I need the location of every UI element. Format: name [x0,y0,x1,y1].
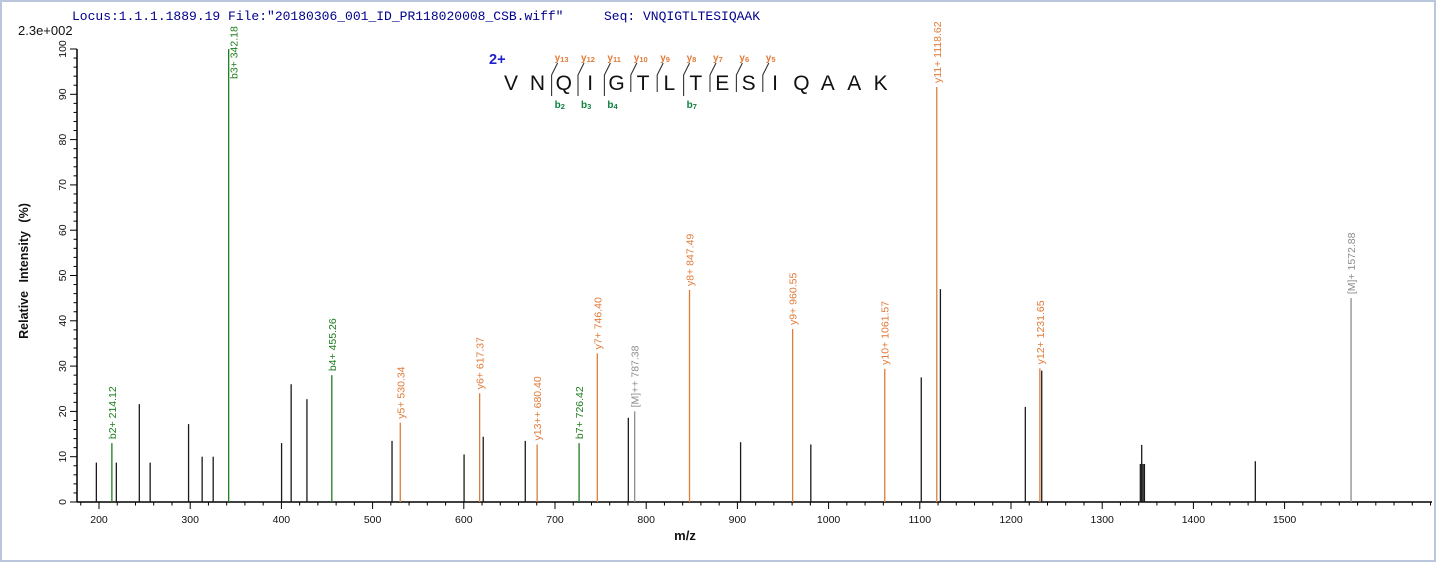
peak-label: y7+ 746.40 [592,297,604,349]
svg-text:1200: 1200 [999,514,1023,526]
cleavage-mark [656,62,664,92]
svg-text:20: 20 [57,405,69,417]
x-axis-ticks: 200 300 400 500 600 700 800 900 1000 1100 1200 1300… [80,502,1432,526]
svg-text:900: 900 [729,514,747,526]
peak-label: y5+ 530.34 [395,366,407,418]
peak-label: [M]++ 787.38 [630,345,642,407]
header-locus-file: Locus:1.1.1.1889.19 File:"20180306_001_I… [72,9,564,24]
svg-text:1500: 1500 [1273,514,1297,526]
cleavage-mark [709,62,717,92]
residue-letter: T [637,72,650,95]
y-axis-ticks: 0 10 20 30 40 50 60 70 80 90 100 [57,40,77,505]
svg-text:90: 90 [57,88,69,100]
peak-label: b3+ 342.18 [229,26,241,79]
peak-label: [M]+ 1572.88 [1346,232,1358,294]
svg-text:800: 800 [637,514,655,526]
residue-letter: G [608,72,624,95]
svg-text:0: 0 [57,499,69,505]
fragment-ion-label: b4 [607,100,618,111]
svg-text:500: 500 [364,514,382,526]
fragment-ion-label: y11 [607,53,621,64]
fragment-ion-label: b7 [687,100,697,111]
cleavage-mark [735,62,743,92]
fragment-ion-label: y10 [634,53,648,64]
svg-text:200: 200 [90,514,108,526]
peak-label: y8+ 847.49 [685,234,697,286]
svg-text:60: 60 [57,224,69,236]
svg-text:1300: 1300 [1091,514,1115,526]
residue-letter: K [874,72,888,95]
peak-label: y10+ 1061.57 [880,301,892,365]
peak-label: y12+ 1231.65 [1035,300,1047,364]
cleavage-mark [630,62,638,92]
cleavage-mark [603,62,611,96]
peak-label: y6+ 617.37 [475,337,487,389]
svg-text:70: 70 [57,179,69,191]
peak-labels: b2+ 214.12 b3+ 342.18 b4+ 455.26 y5+ 530.34… [107,21,1358,440]
axes [76,49,1432,503]
peak-label: y11+ 1118.62 [932,21,944,83]
fragment-ion-label: y12 [581,53,595,64]
cleavage-mark [577,62,585,96]
peaks [95,49,1352,502]
peak-label: b2+ 214.12 [107,386,119,439]
peak-label: b4+ 455.26 [327,318,339,371]
fragment-ion-label: y6 [739,53,749,64]
precursor-charge-label: 2+ [489,52,506,68]
residue-letter: A [847,72,861,95]
residue-letter: L [664,72,676,95]
svg-text:50: 50 [57,270,69,282]
peak-label: b7+ 726.42 [574,386,586,439]
residue-letter: S [742,72,756,95]
svg-text:40: 40 [57,315,69,327]
residue-letter: I [772,72,778,95]
fragment-ion-label: y5 [766,53,776,64]
fragment-ion-label: y8 [687,53,697,64]
svg-text:600: 600 [455,514,473,526]
svg-text:80: 80 [57,134,69,146]
svg-text:30: 30 [57,360,69,372]
residue-letter: Q [556,72,572,95]
peak-label: y9+ 960.55 [788,273,800,325]
svg-text:300: 300 [181,514,199,526]
svg-text:1000: 1000 [817,514,841,526]
svg-text:100: 100 [57,40,69,58]
intensity-scale-note: 2.3e+002 [18,23,73,38]
svg-text:10: 10 [57,451,69,463]
residue-letter: T [689,72,702,95]
svg-text:1100: 1100 [909,514,932,526]
svg-text:400: 400 [273,514,291,526]
fragment-ion-label: y7 [713,53,723,64]
residue-letter: N [530,72,545,95]
residue-letter: E [715,72,729,95]
residue-letter: V [504,72,518,95]
peak-label: y13++ 680.40 [532,376,544,440]
header-sequence: Seq: VNQIGTLTESIQAAK [604,9,761,24]
cleavage-mark [683,62,691,96]
residue-letter: A [821,72,835,95]
residue-letter: Q [793,72,809,95]
residue-letter: I [587,72,593,95]
fragment-ion-label: b3 [581,100,591,111]
fragment-ion-label: y9 [660,53,670,64]
svg-text:1400: 1400 [1182,514,1206,526]
cleavage-mark [551,62,559,96]
cleavage-mark [762,62,770,92]
x-axis-title: m/z [674,528,696,543]
fragment-ion-label: b2 [555,100,565,111]
svg-text:700: 700 [546,514,564,526]
fragment-ion-label: y13 [555,53,569,64]
